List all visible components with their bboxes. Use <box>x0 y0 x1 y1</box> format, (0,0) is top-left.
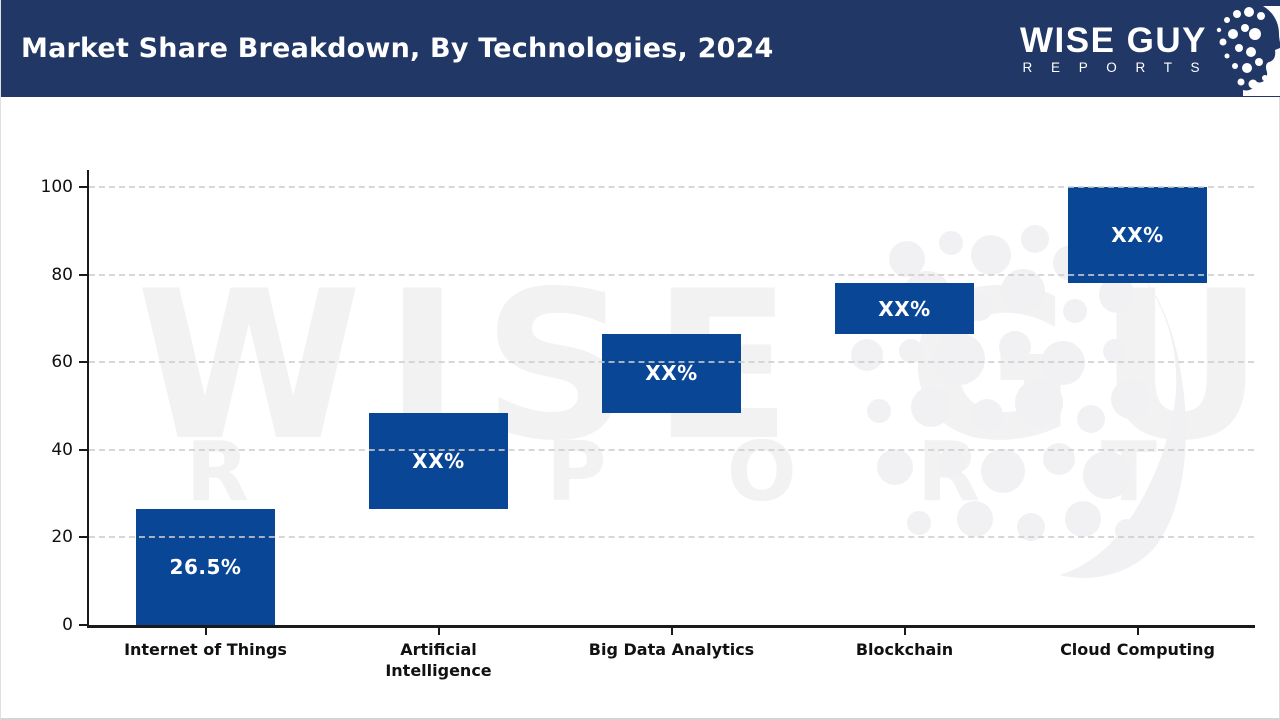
x-category-label-artificial-intelligence: Artificial Intelligence <box>385 640 492 680</box>
y-tick-label-0: 0 <box>62 615 73 635</box>
logo-wiseguy-text: WISE GUY <box>1019 20 1207 60</box>
gridline-y-20 <box>89 536 1254 539</box>
x-category-label-blockchain: Blockchain <box>855 640 954 659</box>
x-tick-mark-artificial-intelligence <box>437 628 440 635</box>
gridline-y-60 <box>89 361 1254 364</box>
header-bar: Market Share Breakdown, By Technologies,… <box>1 0 1280 97</box>
y-tick-label-80: 80 <box>51 264 73 285</box>
y-tick-mark-100 <box>79 186 87 188</box>
y-tick-mark-40 <box>79 448 87 451</box>
bar-value-label-blockchain: XX% <box>878 296 931 321</box>
y-tick-label-20: 20 <box>51 527 73 548</box>
y-tick-mark-80 <box>79 273 87 276</box>
y-tick-mark-20 <box>79 536 87 539</box>
x-tick-mark-internet-of-things <box>204 628 207 635</box>
y-tick-label-100: 100 <box>40 177 73 197</box>
x-category-label-big-data-analytics: Big Data Analytics <box>588 640 755 659</box>
x-category-label-cloud-computing: Cloud Computing <box>1060 640 1215 659</box>
x-tick-mark-big-data-analytics <box>670 628 673 635</box>
logo-text: WISE GUY R E P O R T S <box>1020 23 1207 75</box>
y-tick-label-40: 40 <box>51 439 73 460</box>
gridline-y-100 <box>89 186 1254 188</box>
bar-blockchain: XX% <box>835 283 974 334</box>
x-axis-line <box>87 625 1255 628</box>
y-tick-mark-0 <box>79 624 87 626</box>
bar-value-label-cloud-computing: XX% <box>1111 223 1164 248</box>
bar-artificial-intelligence: XX% <box>369 412 508 509</box>
watermark-head-dots <box>851 225 1186 578</box>
gridline-y-80 <box>89 273 1254 276</box>
bar-internet-of-things: 26.5% <box>136 508 275 625</box>
bar-value-label-artificial-intelligence: XX% <box>412 448 465 473</box>
bar-value-label-internet-of-things: 26.5% <box>169 554 242 579</box>
y-tick-label-60: 60 <box>51 352 73 373</box>
y-axis-line <box>87 170 89 628</box>
bar-cloud-computing: XX% <box>1068 187 1207 284</box>
y-tick-mark-60 <box>79 361 87 364</box>
wise-guy-reports-logo: WISE GUY R E P O R T S <box>1020 0 1280 97</box>
x-tick-mark-cloud-computing <box>1136 628 1139 635</box>
gridline-y-40 <box>89 448 1254 451</box>
x-tick-mark-blockchain <box>903 628 906 635</box>
bar-big-data-analytics: XX% <box>602 333 741 413</box>
x-category-label-internet-of-things: Internet of Things <box>124 640 287 659</box>
bar-value-label-big-data-analytics: XX% <box>645 361 698 386</box>
logo-head-icon <box>1216 6 1280 96</box>
logo-reports-text: R E P O R T S <box>1022 59 1207 75</box>
chart-title: Market Share Breakdown, By Technologies,… <box>21 33 774 64</box>
